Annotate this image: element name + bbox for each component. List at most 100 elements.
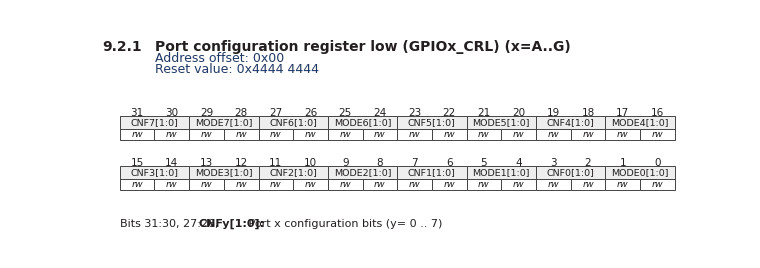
Text: MODE4[1:0]: MODE4[1:0] — [611, 118, 669, 127]
Text: 17: 17 — [616, 108, 629, 118]
Text: Reset value: 0x4444 4444: Reset value: 0x4444 4444 — [156, 63, 319, 76]
Text: 5: 5 — [480, 158, 487, 168]
Text: MODE5[1:0]: MODE5[1:0] — [473, 118, 530, 127]
Bar — [363, 179, 397, 190]
Bar — [258, 166, 328, 179]
Text: rw: rw — [340, 130, 351, 139]
Text: rw: rw — [374, 180, 386, 189]
Text: rw: rw — [617, 180, 629, 189]
Text: rw: rw — [409, 180, 420, 189]
Text: 18: 18 — [581, 108, 594, 118]
Text: rw: rw — [340, 180, 351, 189]
Bar — [432, 129, 467, 140]
Bar — [328, 166, 397, 179]
Text: 13: 13 — [200, 158, 213, 168]
Bar — [605, 179, 640, 190]
Text: 9: 9 — [342, 158, 349, 168]
Bar — [397, 129, 432, 140]
Text: rw: rw — [443, 130, 455, 139]
Text: 25: 25 — [339, 108, 352, 118]
Bar — [363, 129, 397, 140]
Text: CNF6[1:0]: CNF6[1:0] — [269, 118, 317, 127]
Bar — [293, 179, 328, 190]
Text: CNF4[1:0]: CNF4[1:0] — [546, 118, 594, 127]
Text: 1: 1 — [619, 158, 626, 168]
Text: CNF3[1:0]: CNF3[1:0] — [131, 168, 179, 177]
Text: rw: rw — [651, 180, 663, 189]
Text: 6: 6 — [446, 158, 453, 168]
Bar — [640, 179, 675, 190]
Text: 10: 10 — [304, 158, 317, 168]
Bar — [120, 129, 154, 140]
Text: rw: rw — [547, 130, 559, 139]
Bar — [120, 166, 189, 179]
Text: 22: 22 — [442, 108, 456, 118]
Bar — [397, 116, 467, 129]
Bar — [605, 116, 675, 129]
Bar — [224, 179, 258, 190]
Bar — [154, 179, 189, 190]
Bar — [258, 129, 293, 140]
Bar — [328, 179, 363, 190]
Text: 8: 8 — [377, 158, 383, 168]
Text: 31: 31 — [131, 108, 144, 118]
Text: rw: rw — [582, 130, 594, 139]
Bar — [536, 116, 605, 129]
Bar — [258, 179, 293, 190]
Bar — [258, 116, 328, 129]
Text: MODE1[1:0]: MODE1[1:0] — [473, 168, 530, 177]
Text: 0: 0 — [654, 158, 660, 168]
Text: 21: 21 — [477, 108, 490, 118]
Bar — [605, 166, 675, 179]
Text: 26: 26 — [304, 108, 317, 118]
Bar — [605, 129, 640, 140]
Text: 16: 16 — [651, 108, 664, 118]
Bar — [536, 166, 605, 179]
Text: rw: rw — [236, 130, 247, 139]
Bar — [189, 166, 258, 179]
Text: rw: rw — [582, 180, 594, 189]
Bar — [224, 129, 258, 140]
Text: rw: rw — [270, 180, 282, 189]
Text: CNFy[1:0]:: CNFy[1:0]: — [199, 218, 265, 229]
Text: rw: rw — [270, 130, 282, 139]
Text: 23: 23 — [408, 108, 421, 118]
Bar — [120, 179, 154, 190]
Text: 14: 14 — [165, 158, 179, 168]
Bar — [189, 179, 224, 190]
Bar — [536, 179, 571, 190]
Text: 29: 29 — [200, 108, 213, 118]
Text: 3: 3 — [550, 158, 556, 168]
Bar — [467, 166, 536, 179]
Text: rw: rw — [478, 130, 489, 139]
Bar — [120, 116, 189, 129]
Text: rw: rw — [201, 130, 212, 139]
Text: Port configuration register low (GPIOx_CRL) (x=A..G): Port configuration register low (GPIOx_C… — [156, 40, 572, 54]
Text: rw: rw — [166, 180, 178, 189]
Bar — [502, 129, 536, 140]
Text: rw: rw — [305, 130, 316, 139]
Text: rw: rw — [513, 180, 524, 189]
Text: rw: rw — [201, 180, 212, 189]
Text: MODE3[1:0]: MODE3[1:0] — [195, 168, 252, 177]
Text: rw: rw — [305, 180, 316, 189]
Text: rw: rw — [374, 130, 386, 139]
Bar — [467, 129, 502, 140]
Text: 4: 4 — [515, 158, 522, 168]
Bar — [293, 129, 328, 140]
Text: 2: 2 — [584, 158, 591, 168]
Text: 11: 11 — [269, 158, 283, 168]
Text: 7: 7 — [411, 158, 418, 168]
Bar — [189, 116, 258, 129]
Bar — [328, 116, 397, 129]
Bar — [502, 179, 536, 190]
Text: 9.2.1: 9.2.1 — [102, 40, 141, 54]
Text: Address offset: 0x00: Address offset: 0x00 — [156, 52, 285, 65]
Bar — [467, 116, 536, 129]
Text: CNF1[1:0]: CNF1[1:0] — [408, 168, 456, 177]
Bar — [571, 179, 605, 190]
Text: rw: rw — [236, 180, 247, 189]
Text: MODE6[1:0]: MODE6[1:0] — [334, 118, 391, 127]
Bar — [467, 179, 502, 190]
Text: Port x configuration bits (y= 0 .. 7): Port x configuration bits (y= 0 .. 7) — [245, 218, 443, 229]
